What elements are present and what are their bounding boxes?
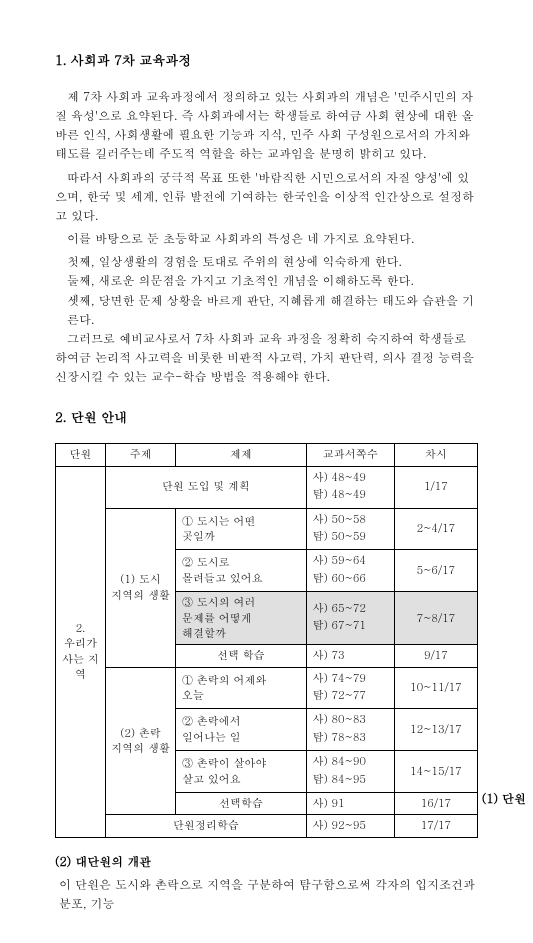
h-unit: 단원 xyxy=(56,444,106,466)
intro-cell: 단원 도입 및 계획 xyxy=(106,466,307,508)
period-cell: 7~8/17 xyxy=(394,592,477,645)
header-row: 단원 주제 제제 교과서쪽수 차시 xyxy=(56,444,478,466)
table-row: 2. 우리가 사는 지역 단원 도입 및 계획 사) 48~49 탐) 48~4… xyxy=(56,466,478,508)
subtopic: 선택학습 xyxy=(176,793,307,815)
page-a: 사) 84~90 xyxy=(313,754,390,769)
pages-cell: 사) 92~95 xyxy=(306,815,394,837)
topic2-cell: (2) 촌락 지역의 생활 xyxy=(106,667,176,815)
page-a: 사) 48~49 xyxy=(313,470,390,485)
unit-table: 단원 주제 제제 교과서쪽수 차시 2. 우리가 사는 지역 단원 도입 및 계… xyxy=(55,443,478,837)
subtopic: ② 도시로 몰려들고 있어요 xyxy=(176,550,307,592)
subtopic: ① 촌락의 어제와 오늘 xyxy=(176,667,307,709)
section1-body: 제 7차 사회과 교육과정에서 정의하고 있는 사회과의 개념은 '민주시민의 … xyxy=(55,87,478,387)
pages-cell: 사) 73 xyxy=(306,645,394,667)
topic1-cell: (1) 도시 지역의 생활 xyxy=(106,508,176,667)
subtopic: 선택 학습 xyxy=(176,645,307,667)
list3: 셋째, 당면한 문제 상황을 바르게 판단, 지혜롭게 해결하는 태도와 습관을… xyxy=(55,291,478,329)
page-a: 사) 74~79 xyxy=(313,671,390,686)
page-a: 사) 80~83 xyxy=(313,712,390,727)
table-wrapper: 단원 주제 제제 교과서쪽수 차시 2. 우리가 사는 지역 단원 도입 및 계… xyxy=(55,443,478,837)
h-period: 차시 xyxy=(394,444,477,466)
list1: 첫째, 일상생활의 경험을 토대로 주위의 현상에 익숙하게 한다. xyxy=(55,252,478,271)
table-row: (1) 도시 지역의 생활 ① 도시는 어떤 곳일까 사) 50~58 탐) 5… xyxy=(56,508,478,550)
period-cell: 17/17 xyxy=(394,815,477,837)
period-cell: 14~15/17 xyxy=(394,751,477,793)
period-cell: 9/17 xyxy=(394,645,477,667)
p2: 따라서 사회과의 궁극적 목표 또한 '바람직한 시민으로서의 자질 양성'에 … xyxy=(55,168,478,226)
period-cell: 10~11/17 xyxy=(394,667,477,709)
subtopic: ③ 촌락이 살아야 살고 있어요 xyxy=(176,751,307,793)
pages-cell: 사) 91 xyxy=(306,793,394,815)
period-cell: 5~6/17 xyxy=(394,550,477,592)
page-b: 탐) 60~66 xyxy=(313,571,390,586)
period-cell: 12~13/17 xyxy=(394,709,477,751)
page-b: 탐) 67~71 xyxy=(313,618,390,633)
p4: 그러므로 예비교사로서 7차 사회과 교육 과정을 정확히 숙지하여 학생들로 … xyxy=(55,329,478,387)
subtopic: ③ 도시의 여러 문제를 어떻게 해결할까 xyxy=(176,592,307,645)
page-b: 탐) 48~49 xyxy=(313,487,390,502)
section3-body: 이 단원은 도시와 촌락으로 지역을 구분하여 탐구함으로써 각자의 입지조건과… xyxy=(55,875,478,913)
pages-cell: 사) 65~72 탐) 67~71 xyxy=(306,592,394,645)
period-cell: 16/17 xyxy=(394,793,477,815)
page-b: 탐) 72~77 xyxy=(313,688,390,703)
h-subtopic: 제제 xyxy=(176,444,307,466)
table-row: (2) 촌락 지역의 생활 ① 촌락의 어제와 오늘 사) 74~79 탐) 7… xyxy=(56,667,478,709)
period-cell: 2~4/17 xyxy=(394,508,477,550)
unit-cell: 2. 우리가 사는 지역 xyxy=(56,466,106,837)
page-b: 탐) 78~83 xyxy=(313,730,390,745)
side-label: (1) 단원 xyxy=(482,789,526,808)
pages-cell: 사) 50~58 탐) 50~59 xyxy=(306,508,394,550)
list2: 둘째, 새로운 의문점을 가지고 기초적인 개념을 이해하도록 한다. xyxy=(55,271,478,290)
period-cell: 1/17 xyxy=(394,466,477,508)
page-b: 탐) 84~95 xyxy=(313,772,390,787)
summary-cell: 단원정리학습 xyxy=(106,815,307,837)
h-pages: 교과서쪽수 xyxy=(306,444,394,466)
pages-cell: 사) 84~90 탐) 84~95 xyxy=(306,751,394,793)
pages-cell: 사) 48~49 탐) 48~49 xyxy=(306,466,394,508)
p3: 이를 바탕으로 둔 초등학교 사회과의 특성은 네 가지로 요약된다. xyxy=(55,229,478,248)
page-a: 사) 65~72 xyxy=(313,601,390,616)
subtopic: ② 촌락에서 일어나는 일 xyxy=(176,709,307,751)
table-row: 단원정리학습 사) 92~95 17/17 xyxy=(56,815,478,837)
page-a: 사) 50~58 xyxy=(313,512,390,527)
page-b: 탐) 50~59 xyxy=(313,529,390,544)
pages-cell: 사) 59~64 탐) 60~66 xyxy=(306,550,394,592)
subtopic: ① 도시는 어떤 곳일까 xyxy=(176,508,307,550)
section1-title: 1. 사회과 7차 교육과정 xyxy=(55,50,478,71)
section3-heading: (2) 대단원의 개관 xyxy=(55,852,478,871)
pages-cell: 사) 74~79 탐) 72~77 xyxy=(306,667,394,709)
section2-title: 2. 단원 안내 xyxy=(55,407,478,428)
page-a: 사) 59~64 xyxy=(313,553,390,568)
h-topic: 주제 xyxy=(106,444,176,466)
pages-cell: 사) 80~83 탐) 78~83 xyxy=(306,709,394,751)
p1: 제 7차 사회과 교육과정에서 정의하고 있는 사회과의 개념은 '민주시민의 … xyxy=(55,87,478,164)
